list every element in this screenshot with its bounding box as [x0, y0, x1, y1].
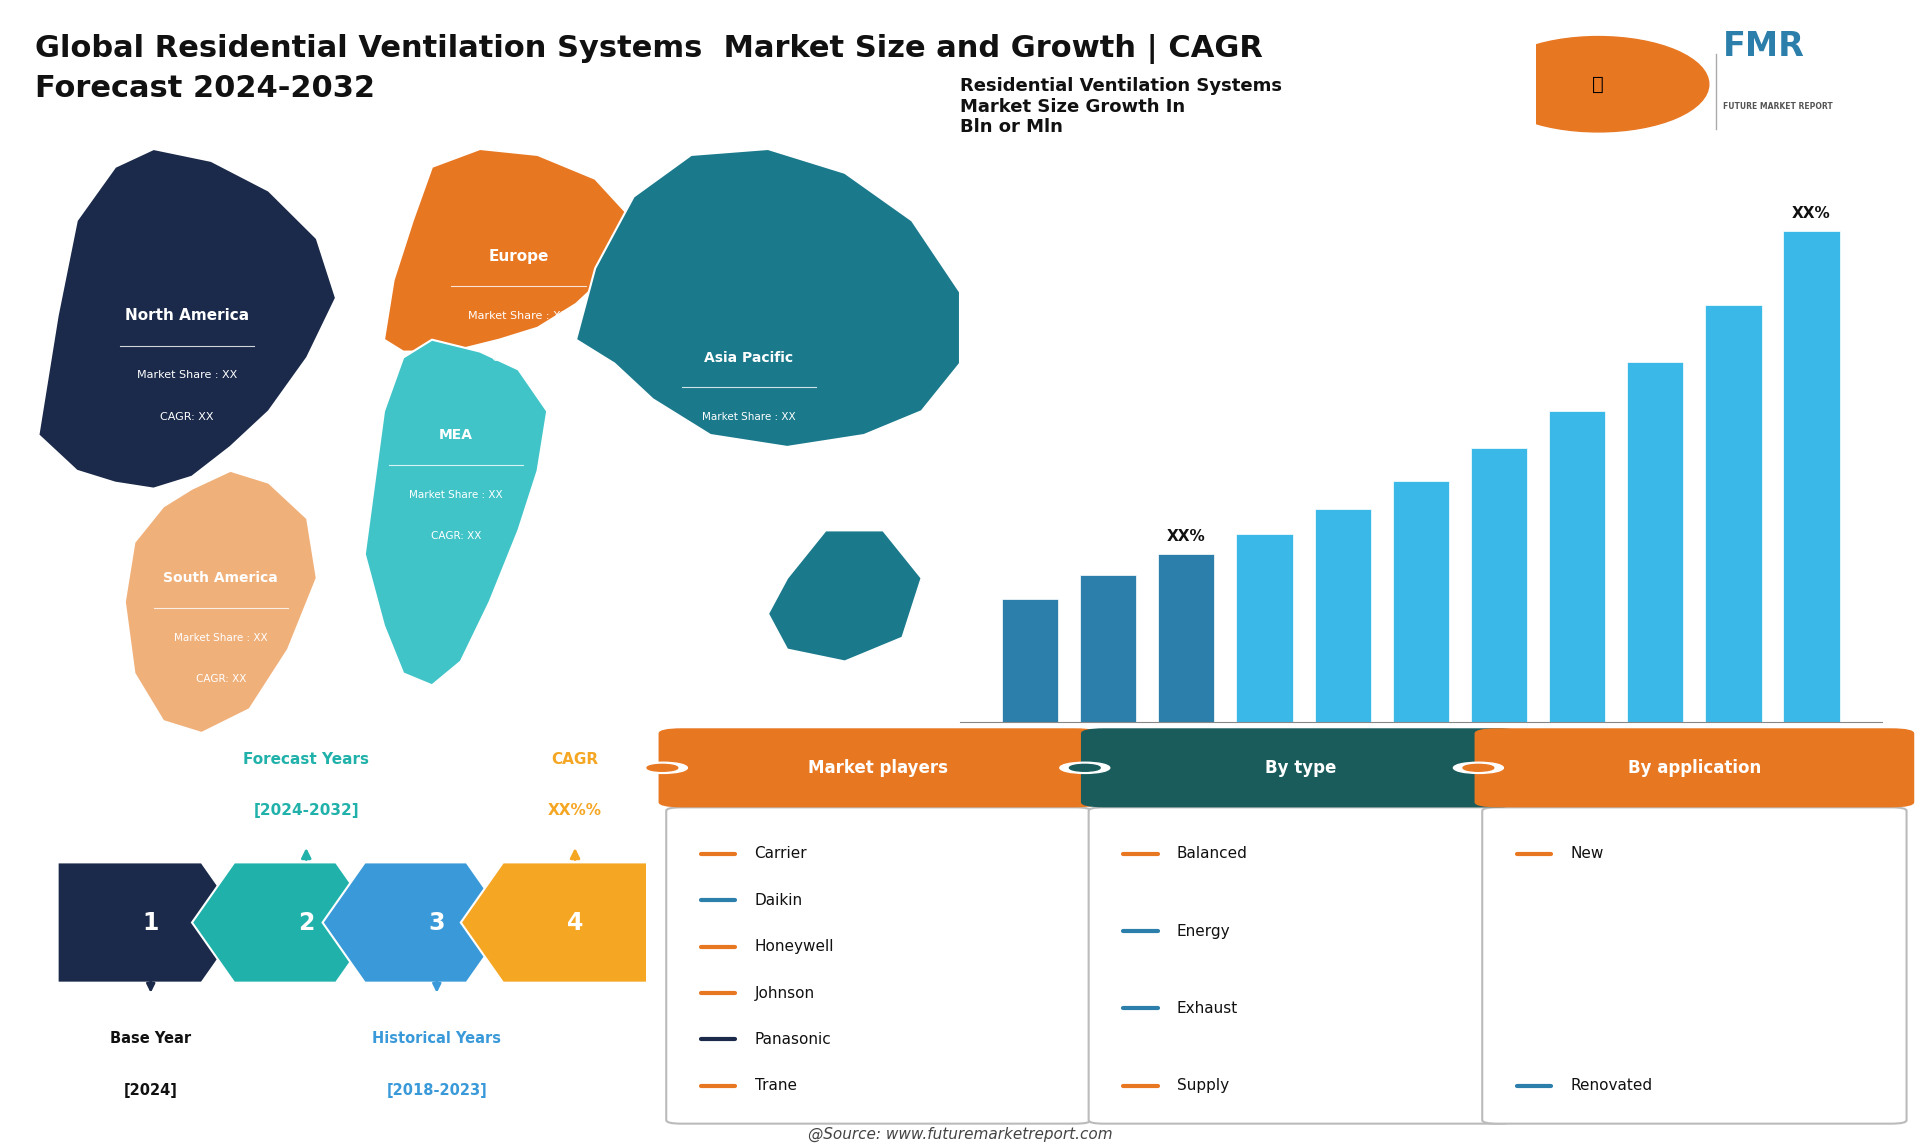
- FancyBboxPatch shape: [1081, 729, 1521, 807]
- Circle shape: [647, 764, 678, 771]
- Text: North America: North America: [125, 308, 250, 323]
- Polygon shape: [192, 862, 378, 982]
- Bar: [1392, 480, 1450, 722]
- Text: New: New: [1571, 846, 1603, 862]
- Text: 2: 2: [298, 911, 315, 934]
- Text: By application: By application: [1628, 759, 1761, 777]
- Bar: [1236, 534, 1292, 722]
- Text: XX%: XX%: [1167, 529, 1206, 544]
- Text: Carrier: Carrier: [755, 846, 806, 862]
- Text: CAGR: XX: CAGR: XX: [161, 413, 213, 422]
- Text: Market players: Market players: [808, 759, 948, 777]
- Text: Supply: Supply: [1177, 1078, 1229, 1093]
- Text: Market Share : XX: Market Share : XX: [468, 311, 568, 321]
- Text: Market Share : XX: Market Share : XX: [175, 633, 267, 643]
- Text: @Source: www.futuremarketreport.com: @Source: www.futuremarketreport.com: [808, 1127, 1112, 1141]
- Circle shape: [1463, 764, 1494, 771]
- Text: Exhaust: Exhaust: [1177, 1000, 1238, 1017]
- Polygon shape: [365, 339, 547, 685]
- FancyBboxPatch shape: [666, 807, 1091, 1123]
- Text: Market Share : XX: Market Share : XX: [136, 370, 238, 380]
- FancyBboxPatch shape: [659, 729, 1098, 807]
- Text: MEA: MEA: [440, 427, 472, 442]
- Polygon shape: [323, 862, 509, 982]
- Polygon shape: [461, 862, 647, 982]
- Text: CAGR: XX: CAGR: XX: [492, 353, 545, 362]
- Bar: [1471, 448, 1526, 722]
- Text: Asia Pacific: Asia Pacific: [705, 351, 793, 364]
- Text: 4: 4: [566, 911, 584, 934]
- Circle shape: [637, 762, 687, 774]
- Text: 🔭: 🔭: [1592, 74, 1603, 94]
- Text: 1: 1: [142, 911, 159, 934]
- Text: Europe: Europe: [488, 249, 549, 264]
- Text: 3: 3: [428, 911, 445, 934]
- Text: FMR: FMR: [1722, 31, 1805, 63]
- Text: [2024-2032]: [2024-2032]: [253, 803, 359, 818]
- FancyBboxPatch shape: [1089, 807, 1513, 1123]
- Text: XX%%: XX%%: [547, 803, 603, 818]
- Text: Forecast Years: Forecast Years: [244, 752, 369, 767]
- Text: Trane: Trane: [755, 1078, 797, 1093]
- FancyBboxPatch shape: [1475, 729, 1914, 807]
- Text: Market Share : XX: Market Share : XX: [409, 489, 503, 500]
- Text: CAGR: XX: CAGR: XX: [196, 674, 246, 684]
- Text: Renovated: Renovated: [1571, 1078, 1653, 1093]
- Polygon shape: [576, 149, 960, 447]
- Text: [2018-2023]: [2018-2023]: [386, 1083, 488, 1098]
- Bar: [1549, 411, 1605, 722]
- Circle shape: [1488, 37, 1709, 132]
- Bar: [1081, 574, 1137, 722]
- Text: Base Year: Base Year: [109, 1031, 192, 1046]
- Circle shape: [1069, 764, 1100, 771]
- Polygon shape: [58, 862, 244, 982]
- Text: XX%: XX%: [1791, 205, 1832, 220]
- Text: Energy: Energy: [1177, 924, 1231, 939]
- Text: CAGR: XX: CAGR: XX: [430, 532, 482, 541]
- Text: FUTURE MARKET REPORT: FUTURE MARKET REPORT: [1722, 102, 1832, 111]
- Bar: [1626, 362, 1684, 722]
- Text: Daikin: Daikin: [755, 893, 803, 908]
- Text: Honeywell: Honeywell: [755, 939, 833, 955]
- Text: By type: By type: [1265, 759, 1336, 777]
- FancyBboxPatch shape: [1482, 807, 1907, 1123]
- Bar: [1315, 509, 1371, 722]
- Polygon shape: [768, 531, 922, 661]
- Text: Residential Ventilation Systems
Market Size Growth In
Bln or Mln: Residential Ventilation Systems Market S…: [960, 77, 1283, 136]
- Text: Panasonic: Panasonic: [755, 1031, 831, 1047]
- Bar: [1158, 555, 1215, 722]
- Bar: [1002, 599, 1058, 722]
- Text: Global Residential Ventilation Systems  Market Size and Growth | CAGR
Forecast 2: Global Residential Ventilation Systems M…: [35, 34, 1263, 103]
- Circle shape: [1060, 762, 1110, 774]
- Text: [2024]: [2024]: [123, 1083, 179, 1098]
- Circle shape: [1453, 762, 1503, 774]
- Text: Balanced: Balanced: [1177, 846, 1248, 862]
- Text: CAGR: CAGR: [551, 752, 599, 767]
- Text: Johnson: Johnson: [755, 986, 814, 1000]
- Polygon shape: [125, 471, 317, 733]
- Text: Historical Years: Historical Years: [372, 1031, 501, 1046]
- Text: South America: South America: [163, 571, 278, 586]
- Bar: [1705, 305, 1761, 722]
- Text: CAGR: XX: CAGR: XX: [724, 454, 774, 464]
- Bar: [1784, 230, 1839, 722]
- Polygon shape: [384, 149, 634, 352]
- Polygon shape: [38, 149, 336, 488]
- Text: Market Share : XX: Market Share : XX: [703, 413, 795, 422]
